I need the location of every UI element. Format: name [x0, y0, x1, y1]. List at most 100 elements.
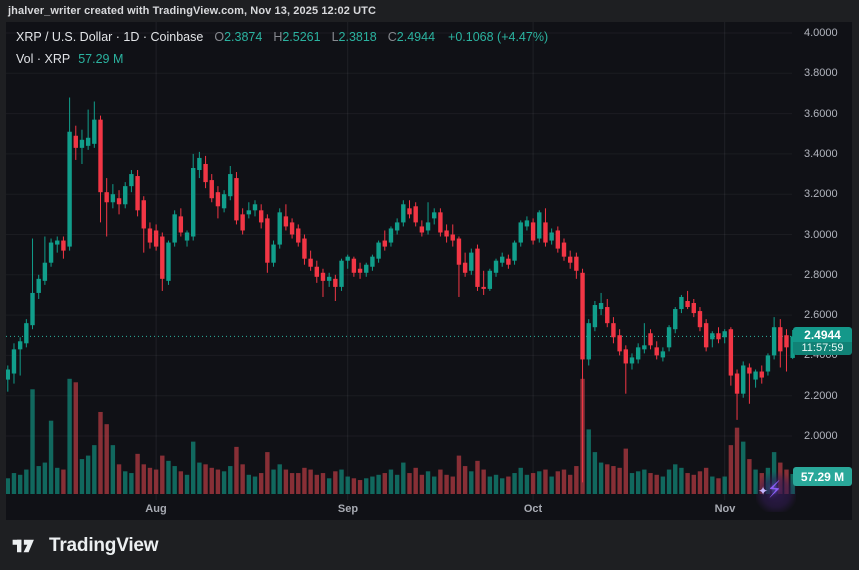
- volume-bar: [191, 441, 196, 494]
- candle-body: [30, 292, 35, 326]
- volume-bar: [30, 389, 35, 494]
- candle-body: [370, 256, 375, 267]
- ohlc-high: H2.5261: [273, 30, 321, 44]
- volume-bar: [753, 469, 758, 494]
- volume-bar: [574, 466, 579, 494]
- candle-body: [691, 303, 696, 314]
- candle-body: [765, 355, 771, 372]
- volume-bar: [79, 459, 85, 494]
- time-axis-label-oct: Oct: [523, 503, 543, 515]
- price-axis-label: 3.4000: [804, 148, 838, 160]
- candle-body: [747, 367, 752, 374]
- volume-bar: [697, 471, 703, 494]
- candle-body: [598, 303, 604, 310]
- volume-bar: [24, 469, 29, 494]
- price-axis-label: 3.8000: [804, 67, 838, 79]
- candle-body: [716, 333, 721, 340]
- candle-body: [394, 222, 400, 231]
- candle-body: [642, 345, 647, 350]
- candle-body: [258, 210, 264, 223]
- attribution-bar: jhalver_writer created with TradingView.…: [0, 0, 859, 22]
- volume-bar: [116, 464, 122, 494]
- candle-body: [116, 198, 122, 205]
- candle-body: [567, 256, 573, 263]
- candle-body: [160, 236, 165, 279]
- volume-bar: [382, 473, 387, 494]
- volume-bar: [258, 473, 264, 494]
- volume-bar: [48, 420, 54, 494]
- volume-bar: [215, 469, 221, 494]
- candle-body: [710, 333, 715, 340]
- candle-body: [104, 192, 109, 203]
- volume-bar: [73, 382, 78, 494]
- volume-bar: [722, 476, 727, 494]
- candle-body: [679, 296, 684, 310]
- candle-body: [493, 260, 499, 273]
- candle-body: [184, 232, 190, 241]
- volume-bar: [673, 464, 678, 494]
- candle-body: [209, 180, 214, 199]
- volume-bar: [110, 445, 116, 494]
- last-price-value: 2.4944: [804, 328, 841, 342]
- symbol-title: XRP / U.S. Dollar · 1D · Coinbase: [16, 30, 204, 44]
- candle-body: [172, 214, 177, 243]
- price-axis[interactable]: 4.0000 3.8000 3.6000 3.4000 3.2000 3.0000 2.80…: [792, 22, 852, 500]
- candle-body: [784, 335, 789, 348]
- candle-body: [153, 230, 159, 247]
- candle-body: [92, 119, 97, 144]
- volume-bar: [592, 452, 598, 494]
- time-axis-label-aug: Aug: [145, 503, 167, 515]
- candle-body: [469, 252, 474, 271]
- candle-body: [308, 258, 313, 267]
- volume-bar: [543, 469, 548, 494]
- candle-body: [178, 216, 184, 233]
- volume-bar: [67, 378, 72, 494]
- volume-bar: [561, 469, 567, 494]
- candle-body: [635, 347, 641, 360]
- volume-bar: [209, 467, 214, 494]
- tradingview-wordmark: TradingView: [49, 535, 159, 556]
- volume-bar: [642, 469, 647, 494]
- volume-bar: [518, 467, 523, 494]
- volume-bar: [537, 471, 542, 494]
- candle-body: [110, 194, 116, 203]
- volume-bar: [469, 471, 474, 494]
- candle-body: [611, 323, 616, 338]
- volume-bar: [388, 469, 394, 494]
- volume-bar: [98, 411, 103, 494]
- tradingview-logo-icon: [12, 539, 34, 553]
- volume-bar: [456, 455, 462, 494]
- volume-legend[interactable]: Vol · XRP 57.29 M: [16, 52, 123, 66]
- volume-bar: [345, 476, 350, 494]
- candle-body: [586, 323, 591, 360]
- candlestick-chart-canvas[interactable]: [6, 22, 852, 520]
- candle-body: [561, 242, 567, 257]
- volume-bar: [512, 473, 517, 494]
- candle-body: [333, 278, 338, 287]
- volume-bar: [747, 459, 752, 494]
- candle-body: [438, 212, 443, 233]
- candle-body: [24, 323, 29, 344]
- tradingview-logo[interactable]: TradingView: [12, 534, 159, 558]
- volume-bar: [691, 474, 696, 494]
- volume-bar: [141, 464, 146, 494]
- volume-bar: [635, 471, 641, 494]
- volume-bar: [271, 469, 276, 494]
- candle-body: [629, 357, 635, 364]
- price-axis-label: 2.2000: [804, 390, 838, 402]
- time-axis[interactable]: Aug Sep Oct Nov: [6, 500, 852, 520]
- candle-body: [314, 266, 319, 277]
- candle-body: [129, 174, 134, 187]
- candle-body: [36, 278, 41, 293]
- candle-body: [530, 222, 536, 241]
- candle-body: [456, 238, 462, 265]
- volume-bar: [339, 469, 344, 494]
- candle-body: [778, 327, 783, 352]
- symbol-legend[interactable]: XRP / U.S. Dollar · 1D · Coinbase O2.387…: [16, 30, 548, 44]
- candle-body: [345, 256, 350, 261]
- candle-body: [240, 214, 245, 231]
- sparkle-icon: ✦: [758, 484, 769, 498]
- volume-value: 57.29 M: [78, 52, 124, 66]
- change-value: +0.1068 (+4.47%): [448, 30, 549, 44]
- candle-body: [722, 331, 727, 338]
